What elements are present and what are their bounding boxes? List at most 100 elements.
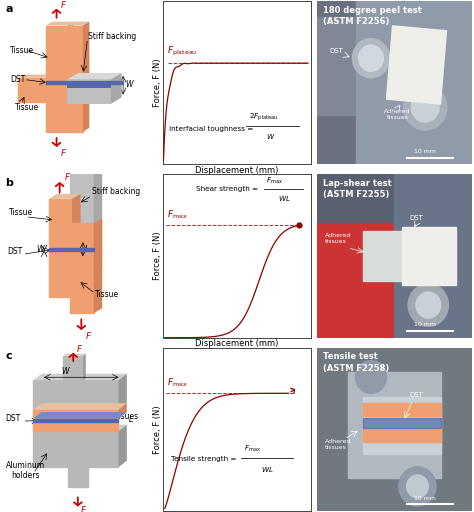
Text: 10 mm: 10 mm [414, 496, 437, 501]
Bar [317, 17, 402, 115]
Bar [83, 81, 123, 84]
Text: $F_{\rm max}$: $F_{\rm max}$ [266, 176, 283, 186]
Polygon shape [94, 169, 102, 272]
Polygon shape [111, 73, 121, 104]
Text: DST: DST [410, 215, 424, 221]
Text: Stiff backing: Stiff backing [88, 32, 136, 41]
X-axis label: Displacement (mm): Displacement (mm) [195, 339, 279, 348]
Text: $WL$: $WL$ [278, 194, 291, 203]
Text: a: a [6, 4, 13, 14]
Y-axis label: Force, F (N): Force, F (N) [153, 58, 162, 107]
Text: $F_{\rm plateau}$: $F_{\rm plateau}$ [167, 45, 198, 58]
Bar [46, 26, 67, 132]
Text: $F_{\rm max}$: $F_{\rm max}$ [167, 209, 188, 221]
Polygon shape [118, 403, 127, 419]
Bar [63, 356, 83, 380]
Polygon shape [67, 22, 74, 132]
Bar [363, 231, 448, 281]
Text: Aluminum
holders: Aluminum holders [6, 461, 45, 480]
Text: Tissue: Tissue [9, 208, 33, 217]
X-axis label: Displacement (mm): Displacement (mm) [195, 166, 279, 175]
Text: Lap-shear test
(ASTM F2255): Lap-shear test (ASTM F2255) [323, 179, 392, 199]
Text: DST: DST [6, 414, 21, 423]
Bar [49, 247, 94, 251]
Polygon shape [33, 412, 127, 419]
Bar [33, 422, 118, 431]
Bar [71, 174, 94, 272]
Bar [363, 418, 441, 428]
Circle shape [356, 360, 386, 393]
Text: Tissue: Tissue [95, 290, 119, 299]
Polygon shape [63, 354, 86, 356]
Polygon shape [46, 22, 74, 26]
Polygon shape [33, 403, 127, 410]
Text: Tissue: Tissue [10, 46, 34, 55]
Polygon shape [83, 354, 86, 380]
Polygon shape [18, 75, 51, 78]
Bar [71, 223, 94, 313]
Text: Adhered
tissues: Adhered tissues [384, 109, 410, 120]
Circle shape [403, 84, 447, 130]
Bar [402, 227, 456, 285]
Text: F: F [64, 173, 69, 182]
Bar [33, 380, 118, 410]
Text: Tensile test
(ASTM F2258): Tensile test (ASTM F2258) [323, 352, 389, 373]
Bar [18, 78, 46, 102]
Polygon shape [33, 374, 127, 380]
Polygon shape [94, 219, 102, 313]
Circle shape [411, 93, 439, 122]
Text: Tissues: Tissues [111, 413, 139, 421]
Text: Adhered
tissues: Adhered tissues [325, 233, 351, 244]
Polygon shape [33, 424, 127, 431]
Bar [356, 1, 472, 164]
Text: L: L [85, 245, 90, 254]
Bar [317, 223, 394, 338]
Bar [33, 419, 118, 422]
Circle shape [399, 467, 436, 506]
Text: W: W [126, 80, 133, 89]
Circle shape [416, 292, 441, 318]
Text: Interfacial toughness =: Interfacial toughness = [169, 125, 254, 132]
Text: Tensile strength =: Tensile strength = [171, 456, 236, 462]
Circle shape [359, 45, 383, 71]
Text: F: F [86, 332, 91, 340]
Text: L: L [129, 415, 133, 424]
Circle shape [407, 475, 428, 498]
Bar [67, 26, 83, 132]
Bar [49, 199, 72, 297]
Text: $WL$: $WL$ [261, 465, 273, 474]
Polygon shape [67, 79, 111, 104]
Text: $2F_{\rm plateau}$: $2F_{\rm plateau}$ [249, 111, 278, 123]
Text: b: b [6, 178, 13, 187]
Text: F: F [76, 345, 82, 354]
Bar [46, 81, 83, 84]
Text: Stiff backing: Stiff backing [92, 187, 140, 196]
Text: F: F [61, 148, 66, 158]
Polygon shape [67, 73, 121, 79]
Bar [348, 372, 441, 478]
Text: DST: DST [410, 392, 424, 397]
Circle shape [408, 284, 448, 326]
Text: F: F [61, 1, 66, 10]
Bar [363, 429, 441, 442]
Text: $F_{\rm max}$: $F_{\rm max}$ [245, 444, 261, 454]
Text: c: c [6, 351, 12, 361]
Polygon shape [118, 424, 127, 467]
Text: $F_{\rm max}$: $F_{\rm max}$ [167, 377, 188, 389]
Text: Tissue: Tissue [15, 103, 39, 112]
Bar [363, 403, 441, 416]
Text: F: F [81, 506, 86, 512]
Polygon shape [71, 169, 102, 174]
Polygon shape [49, 194, 81, 199]
Text: W: W [61, 367, 69, 376]
Polygon shape [67, 22, 90, 26]
Text: Shear strength =: Shear strength = [196, 186, 258, 192]
Y-axis label: Force, F (N): Force, F (N) [153, 232, 162, 280]
Bar [68, 467, 88, 487]
Polygon shape [83, 22, 90, 132]
Bar [33, 410, 118, 419]
Bar [386, 26, 447, 104]
Text: $W$: $W$ [266, 132, 276, 141]
Polygon shape [72, 194, 81, 297]
Text: 180 degree peel test
(ASTM F2256): 180 degree peel test (ASTM F2256) [323, 6, 422, 26]
